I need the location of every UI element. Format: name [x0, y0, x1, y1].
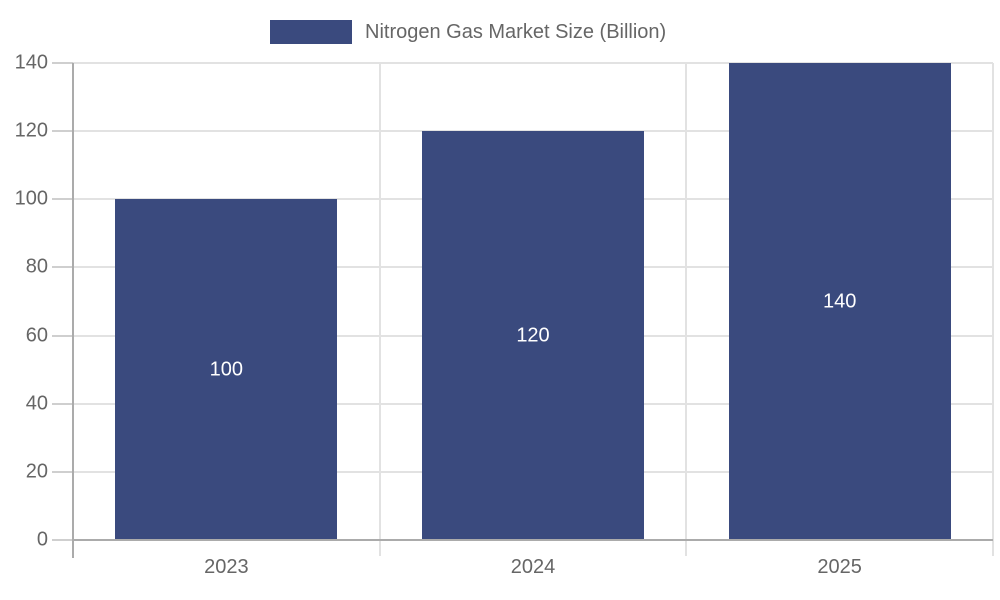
bar-2025[interactable]: [728, 63, 951, 540]
gridline-horizontal: [73, 62, 993, 64]
legend-swatch: [270, 20, 352, 44]
gridline-vertical: [685, 63, 688, 540]
gridline-vertical: [992, 63, 994, 540]
y-axis-tick-label: 60: [25, 324, 48, 347]
x-axis-tick: [378, 540, 381, 556]
y-axis-tick: [52, 402, 73, 405]
y-axis-tick-label: 80: [25, 255, 48, 278]
x-axis-category-label: 2025: [817, 556, 862, 578]
bar-2024[interactable]: [422, 131, 644, 540]
y-axis-line: [72, 63, 74, 558]
y-axis-tick-label: 140: [14, 51, 48, 74]
x-axis-line: [73, 539, 993, 541]
bar-value-label: 100: [209, 358, 244, 381]
y-axis-tick-label: 0: [36, 528, 48, 551]
y-axis-tick-label: 100: [14, 187, 48, 210]
bar-2023[interactable]: [115, 199, 338, 540]
y-axis-tick: [52, 62, 73, 64]
legend-label: Nitrogen Gas Market Size (Billion): [365, 21, 667, 43]
y-axis-tick-label: 20: [25, 460, 48, 483]
x-axis-tick: [992, 540, 994, 556]
gridline-vertical: [378, 63, 381, 540]
y-axis-tick-label: 120: [14, 119, 48, 142]
y-axis-tick: [52, 334, 73, 337]
x-axis-tick: [685, 540, 688, 556]
y-axis-tick: [52, 198, 73, 201]
y-axis-tick: [52, 266, 73, 269]
y-axis-tick: [52, 539, 73, 541]
y-axis-tick-label: 40: [25, 392, 48, 415]
x-axis-category-label: 2023: [204, 556, 249, 578]
x-axis-category-label: 2024: [510, 556, 556, 578]
bar-value-label: 140: [822, 290, 857, 312]
bar-value-label: 120: [516, 324, 550, 347]
y-axis-tick: [52, 470, 73, 473]
y-axis-tick: [52, 130, 73, 133]
